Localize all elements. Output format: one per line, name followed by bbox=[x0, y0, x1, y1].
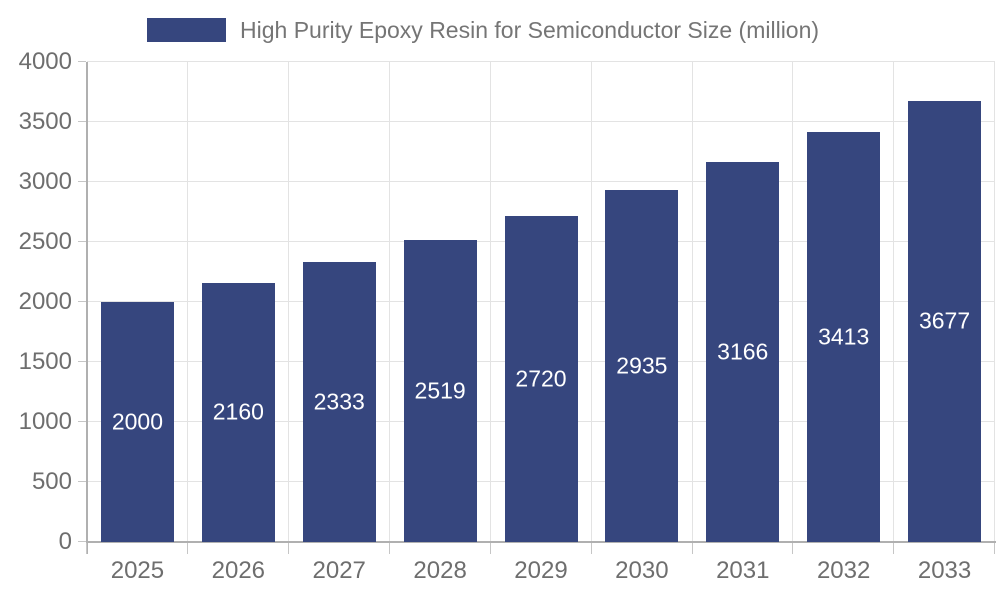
y-tick-label: 1000 bbox=[18, 408, 72, 435]
bar[interactable]: 3677 bbox=[908, 100, 982, 542]
y-tick-mark bbox=[78, 241, 86, 243]
bar-value-label: 2519 bbox=[414, 377, 466, 404]
y-tick-label: 3000 bbox=[18, 168, 72, 195]
bar-value-label: 2000 bbox=[111, 408, 164, 435]
bar[interactable]: 2000 bbox=[100, 302, 174, 542]
v-gridline bbox=[691, 62, 693, 542]
h-gridline bbox=[87, 121, 995, 123]
y-tick-mark bbox=[78, 301, 86, 303]
bar[interactable]: 2160 bbox=[201, 282, 275, 542]
bar[interactable]: 2333 bbox=[302, 262, 376, 542]
bar[interactable]: 3166 bbox=[706, 162, 780, 542]
bar[interactable]: 2935 bbox=[605, 189, 679, 542]
h-gridline bbox=[87, 181, 995, 183]
v-gridline bbox=[489, 62, 491, 542]
y-axis-line bbox=[86, 62, 88, 554]
x-tick-mark bbox=[792, 543, 794, 554]
x-tick-label: 2025 bbox=[110, 557, 165, 584]
y-tick-label: 500 bbox=[31, 468, 72, 495]
x-tick-label: 2027 bbox=[312, 557, 366, 584]
y-tick-mark bbox=[78, 541, 86, 543]
h-gridline bbox=[87, 61, 995, 63]
x-tick-label: 2026 bbox=[211, 557, 266, 584]
bar-value-label: 3166 bbox=[717, 338, 769, 365]
x-tick-label: 2033 bbox=[917, 557, 972, 584]
bar-value-label: 2935 bbox=[616, 352, 668, 379]
v-gridline bbox=[994, 62, 996, 542]
x-tick-label: 2032 bbox=[816, 557, 871, 584]
v-gridline bbox=[288, 62, 290, 542]
plot-area: 2000 2160 2333 2519 2720 2935 3166 3413 3677 bbox=[78, 61, 996, 554]
x-tick-mark bbox=[691, 543, 693, 554]
y-tick-mark bbox=[78, 481, 86, 483]
bar[interactable]: 3413 bbox=[807, 132, 881, 542]
y-tick-mark bbox=[78, 421, 86, 423]
legend-swatch bbox=[147, 18, 226, 42]
x-tick-mark bbox=[994, 543, 996, 554]
x-tick-label: 2029 bbox=[514, 557, 568, 584]
bar[interactable]: 2519 bbox=[403, 239, 477, 542]
y-tick-label: 0 bbox=[58, 528, 72, 555]
v-gridline bbox=[792, 62, 794, 542]
x-tick-mark bbox=[86, 543, 88, 554]
bar-value-label: 2720 bbox=[515, 365, 567, 392]
x-tick-label: 2031 bbox=[716, 557, 770, 584]
x-tick-mark bbox=[187, 543, 189, 554]
bar[interactable]: 2720 bbox=[504, 215, 578, 542]
y-tick-mark bbox=[78, 361, 86, 363]
x-tick-mark bbox=[288, 543, 290, 554]
legend-label: High Purity Epoxy Resin for Semiconducto… bbox=[240, 16, 820, 43]
bar-value-label: 2333 bbox=[313, 388, 365, 415]
x-tick-mark bbox=[590, 543, 592, 554]
v-gridline bbox=[187, 62, 189, 542]
y-tick-mark bbox=[78, 61, 86, 63]
x-tick-mark bbox=[388, 543, 390, 554]
x-axis-line bbox=[86, 541, 996, 543]
x-tick-label: 2030 bbox=[615, 557, 669, 584]
y-tick-label: 2500 bbox=[18, 228, 72, 255]
y-tick-label: 3500 bbox=[18, 108, 72, 135]
y-tick-label: 4000 bbox=[18, 48, 72, 75]
y-tick-label: 1500 bbox=[18, 348, 72, 375]
y-tick-label: 2000 bbox=[18, 288, 72, 315]
x-tick-mark bbox=[893, 543, 895, 554]
x-tick-label: 2028 bbox=[413, 557, 467, 584]
bar-value-label: 3677 bbox=[918, 307, 971, 334]
v-gridline bbox=[388, 62, 390, 542]
y-tick-mark bbox=[78, 181, 86, 183]
bar-value-label: 3413 bbox=[818, 323, 870, 350]
v-gridline bbox=[590, 62, 592, 542]
legend[interactable]: High Purity Epoxy Resin for Semiconducto… bbox=[147, 14, 819, 46]
v-gridline bbox=[893, 62, 895, 542]
x-tick-mark bbox=[489, 543, 491, 554]
y-tick-mark bbox=[78, 121, 86, 123]
bar-value-label: 2160 bbox=[212, 398, 264, 425]
